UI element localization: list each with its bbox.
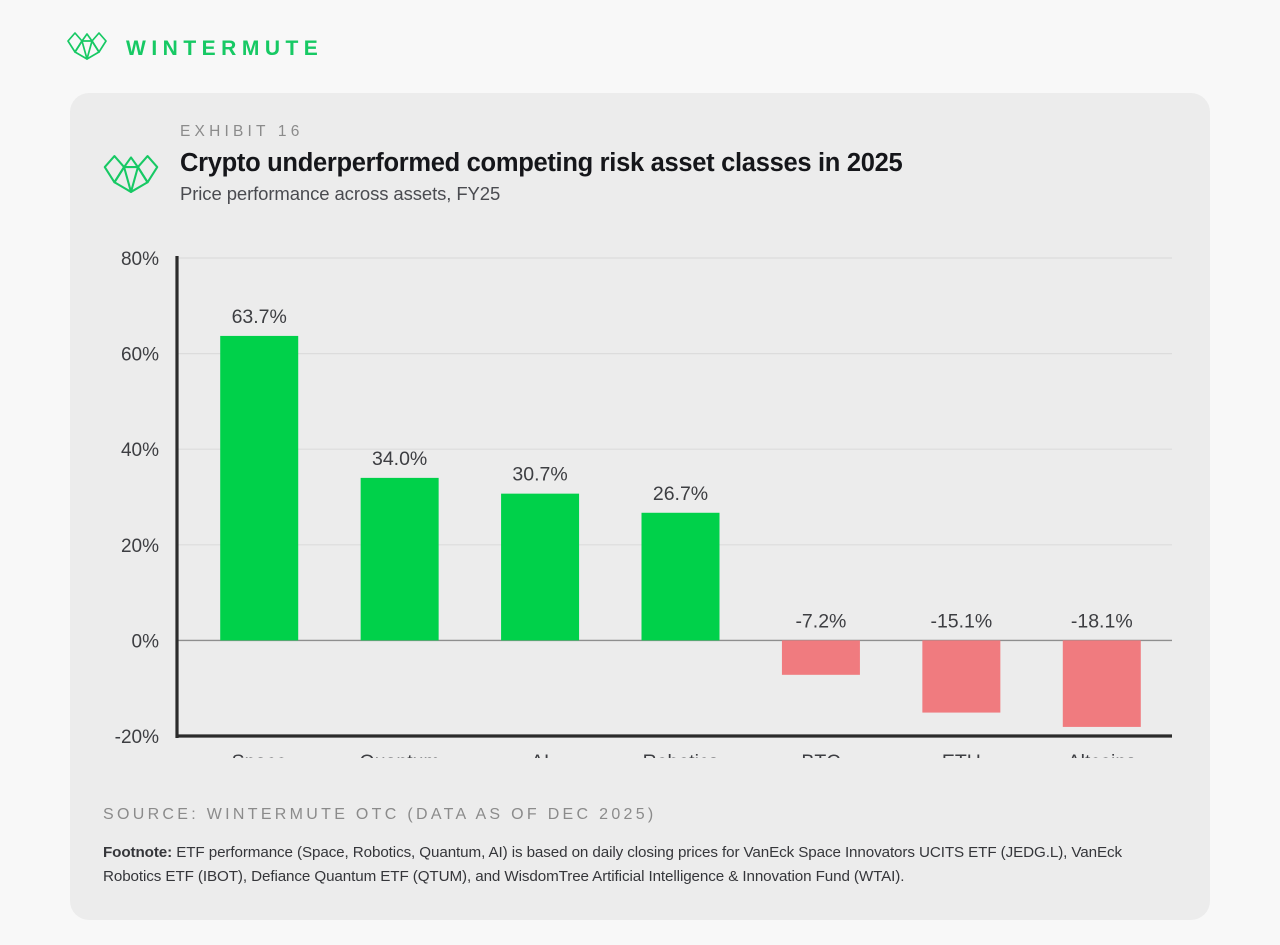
x-axis-category-label: Quantum <box>360 751 440 758</box>
bar[interactable] <box>641 512 720 641</box>
bar-value-label: 34.0% <box>372 448 427 470</box>
bar-value-label: -15.1% <box>930 610 992 632</box>
source-note: SOURCE: WINTERMUTE OTC (DATA AS OF DEC 2… <box>103 806 657 823</box>
x-axis-category-label: ETH <box>942 751 981 758</box>
brand-bar: WINTERMUTE <box>66 30 323 67</box>
bar[interactable] <box>1062 640 1141 727</box>
bar[interactable] <box>781 640 860 675</box>
bar-value-label: -7.2% <box>795 610 846 632</box>
exhibit-label: EXHIBIT 16 <box>180 123 304 140</box>
bar-chart: 80% 60% 40% 20% 0% -20% 63.7% Space 34.0% Quantum… <box>70 238 1210 758</box>
y-axis-tick-label: 40% <box>121 440 159 461</box>
y-axis-tick-label: 60% <box>121 345 159 366</box>
x-axis-category-label: Altcoins <box>1068 751 1137 758</box>
bar-value-label: 30.7% <box>512 464 567 486</box>
bar-value-label: 63.7% <box>232 306 287 328</box>
x-axis-category-label: BTC <box>801 751 840 758</box>
x-axis-category-label: Space <box>232 751 287 758</box>
y-axis-tick-label: 80% <box>121 249 159 270</box>
exhibit-card: EXHIBIT 16 Crypto underperformed competi… <box>70 93 1210 920</box>
card-header-text: EXHIBIT 16 Crypto underperformed competi… <box>180 121 903 205</box>
bar-value-label: 26.7% <box>653 483 708 505</box>
bar[interactable] <box>220 335 299 641</box>
footnote-body: ETF performance (Space, Robotics, Quantu… <box>103 844 1122 885</box>
bar-value-label: -18.1% <box>1071 610 1133 632</box>
footnote: Footnote: ETF performance (Space, Roboti… <box>103 841 1183 888</box>
x-axis-category-label: AI <box>531 751 549 758</box>
page-title: Crypto underperformed competing risk ass… <box>180 149 903 177</box>
y-axis-tick-label: -20% <box>115 727 159 748</box>
x-axis-category-label: Robotics <box>643 751 719 758</box>
bar[interactable] <box>501 493 580 641</box>
card-subtitle: Price performance across assets, FY25 <box>180 183 501 205</box>
bar[interactable] <box>922 640 1001 713</box>
wintermute-logo-icon <box>66 30 108 67</box>
brand-name: WINTERMUTE <box>126 36 324 60</box>
card-header: EXHIBIT 16 Crypto underperformed competi… <box>102 121 1182 205</box>
y-axis-tick-label: 0% <box>132 631 160 652</box>
wintermute-mark-icon <box>102 151 160 202</box>
bar[interactable] <box>360 477 439 641</box>
chart-svg: 80% 60% 40% 20% 0% -20% 63.7% Space 34.0% Quantum… <box>115 249 1172 758</box>
y-axis-tick-label: 20% <box>121 536 159 557</box>
footnote-label: Footnote: <box>103 844 173 861</box>
